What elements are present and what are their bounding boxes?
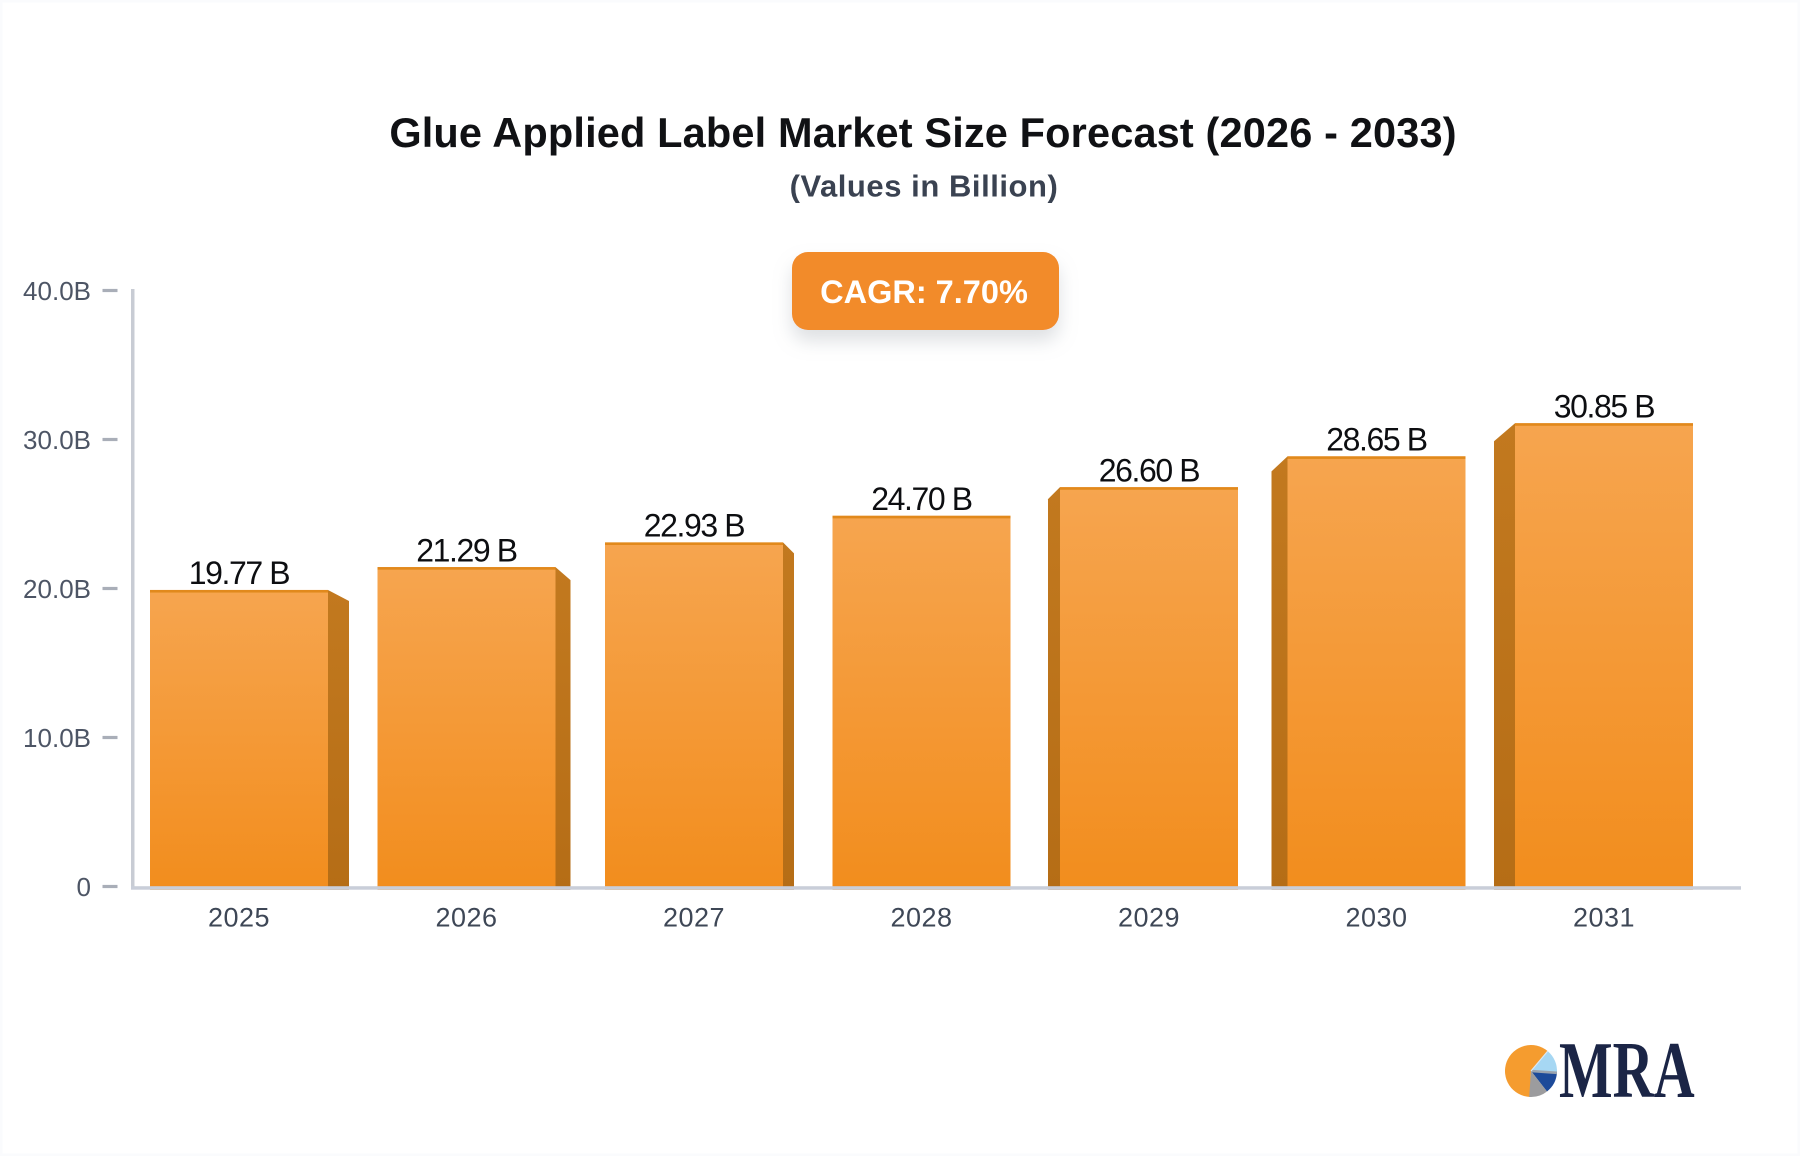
svg-text:30.85 B: 30.85 B — [1554, 388, 1655, 424]
svg-text:26.60 B: 26.60 B — [1099, 452, 1200, 488]
svg-text:2030: 2030 — [1345, 903, 1407, 933]
svg-text:(Values in Billion): (Values in Billion) — [790, 169, 1059, 204]
svg-text:2031: 2031 — [1573, 903, 1635, 933]
svg-text:40.0B: 40.0B — [23, 276, 91, 306]
svg-text:28.65 B: 28.65 B — [1326, 422, 1427, 458]
svg-text:2027: 2027 — [663, 903, 725, 933]
svg-text:2029: 2029 — [1118, 903, 1180, 933]
svg-text:CAGR: 7.70%: CAGR: 7.70% — [820, 274, 1028, 310]
svg-text:22.93 B: 22.93 B — [644, 508, 745, 544]
svg-text:Glue Applied Label Market Size: Glue Applied Label Market Size Forecast … — [389, 109, 1456, 156]
svg-text:19.77 B: 19.77 B — [189, 555, 290, 591]
svg-text:10.0B: 10.0B — [23, 723, 91, 753]
svg-text:30.0B: 30.0B — [23, 425, 91, 455]
svg-text:MRA: MRA — [1559, 1027, 1695, 1116]
svg-text:21.29 B: 21.29 B — [416, 532, 517, 568]
svg-text:2028: 2028 — [890, 903, 952, 933]
svg-text:0: 0 — [77, 872, 91, 902]
svg-text:2025: 2025 — [208, 903, 270, 933]
svg-text:24.70 B: 24.70 B — [871, 481, 972, 517]
svg-text:20.0B: 20.0B — [23, 574, 91, 604]
svg-text:2026: 2026 — [435, 903, 497, 933]
